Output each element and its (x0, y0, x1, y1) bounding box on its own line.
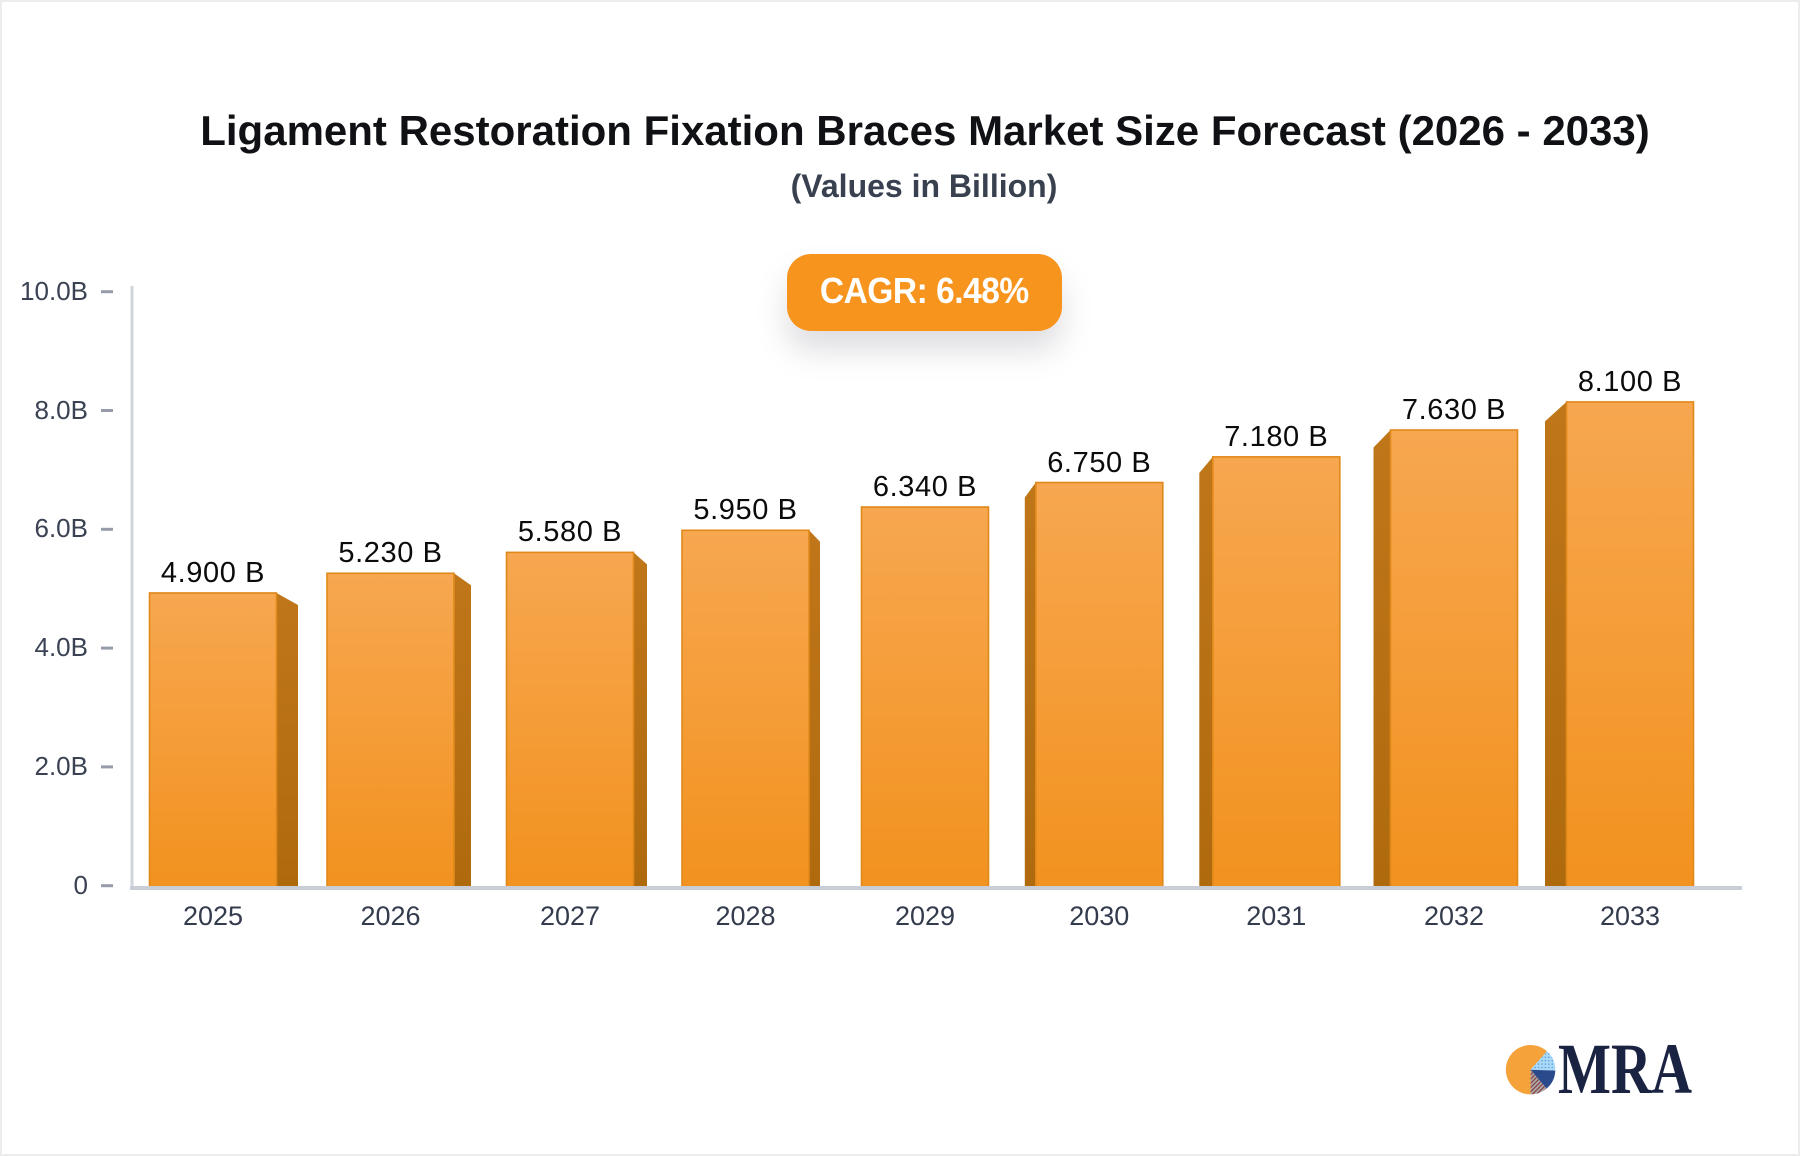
svg-text:MRA: MRA (1558, 1030, 1692, 1109)
